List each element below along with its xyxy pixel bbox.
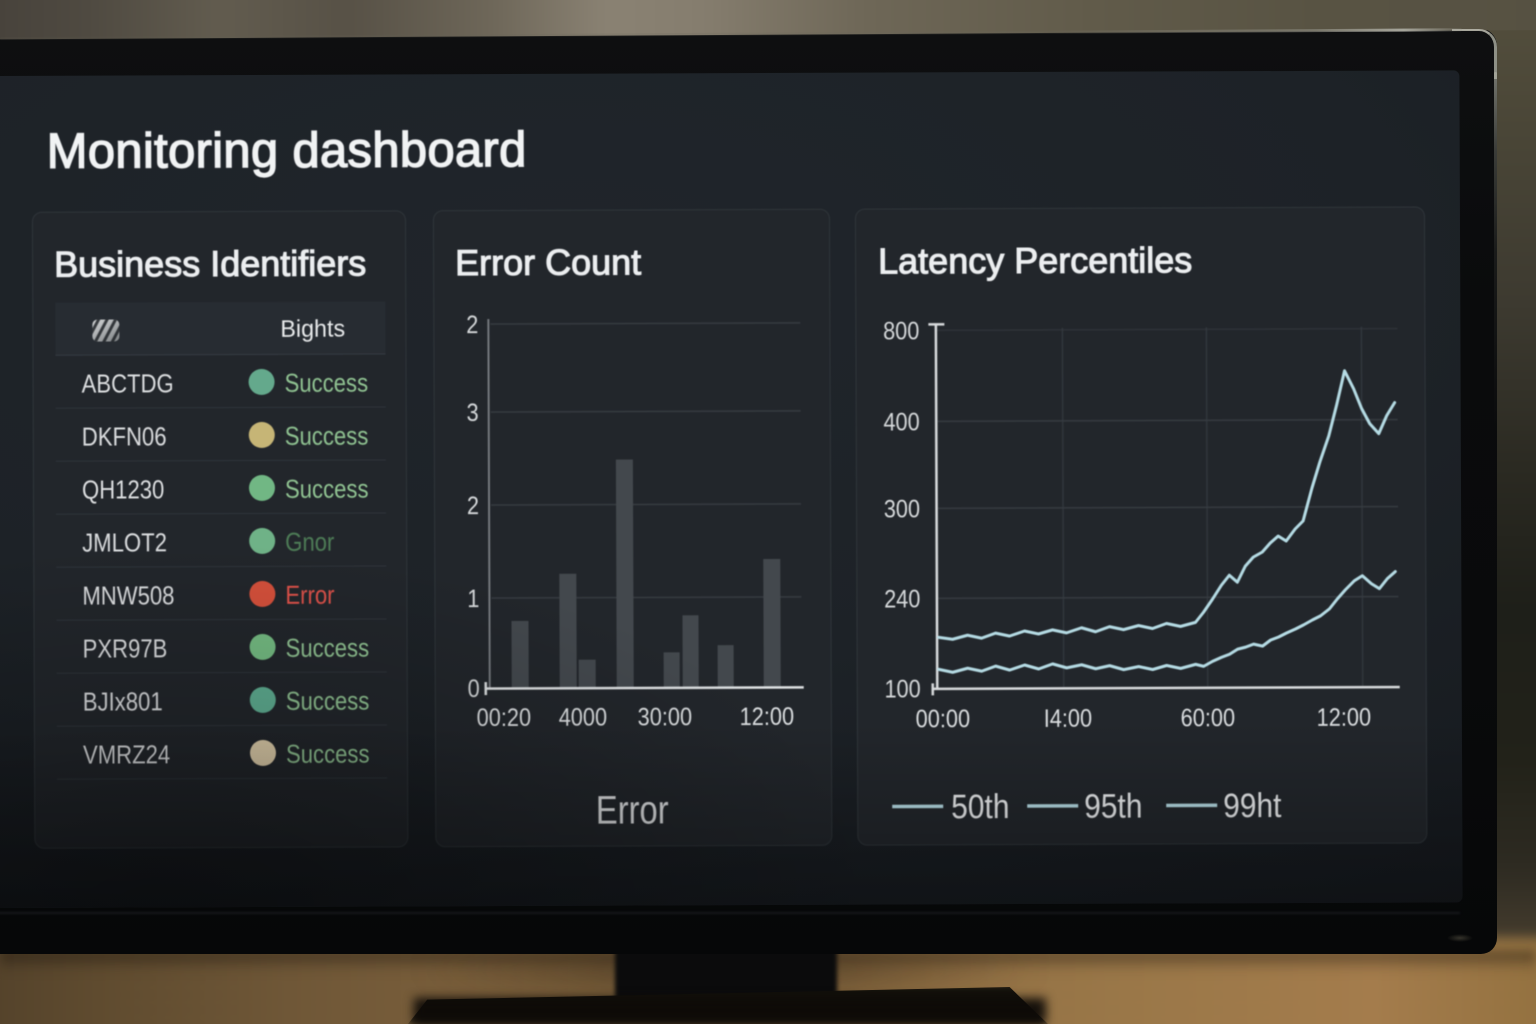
svg-text:800: 800 bbox=[883, 317, 919, 345]
svg-text:95th: 95th bbox=[1084, 787, 1142, 825]
svg-text:2: 2 bbox=[466, 311, 478, 339]
svg-text:240: 240 bbox=[884, 585, 920, 613]
svg-text:60:00: 60:00 bbox=[1181, 704, 1236, 732]
svg-text:1: 1 bbox=[467, 585, 479, 613]
svg-text:Error: Error bbox=[596, 787, 669, 832]
svg-text:I4:00: I4:00 bbox=[1044, 704, 1092, 732]
svg-text:3: 3 bbox=[467, 399, 479, 427]
svg-text:100: 100 bbox=[884, 675, 920, 703]
svg-text:99ht: 99ht bbox=[1223, 786, 1281, 824]
svg-text:0: 0 bbox=[468, 675, 480, 703]
svg-text:2: 2 bbox=[467, 492, 479, 520]
svg-text:4000: 4000 bbox=[559, 703, 607, 731]
svg-text:00:00: 00:00 bbox=[916, 705, 971, 733]
svg-text:00:20: 00:20 bbox=[477, 703, 532, 731]
svg-text:12:00: 12:00 bbox=[740, 702, 795, 730]
svg-text:400: 400 bbox=[883, 408, 919, 436]
svg-text:30:00: 30:00 bbox=[638, 703, 693, 731]
svg-text:50th: 50th bbox=[951, 787, 1009, 825]
svg-text:12:00: 12:00 bbox=[1317, 703, 1372, 731]
svg-text:300: 300 bbox=[884, 495, 920, 523]
